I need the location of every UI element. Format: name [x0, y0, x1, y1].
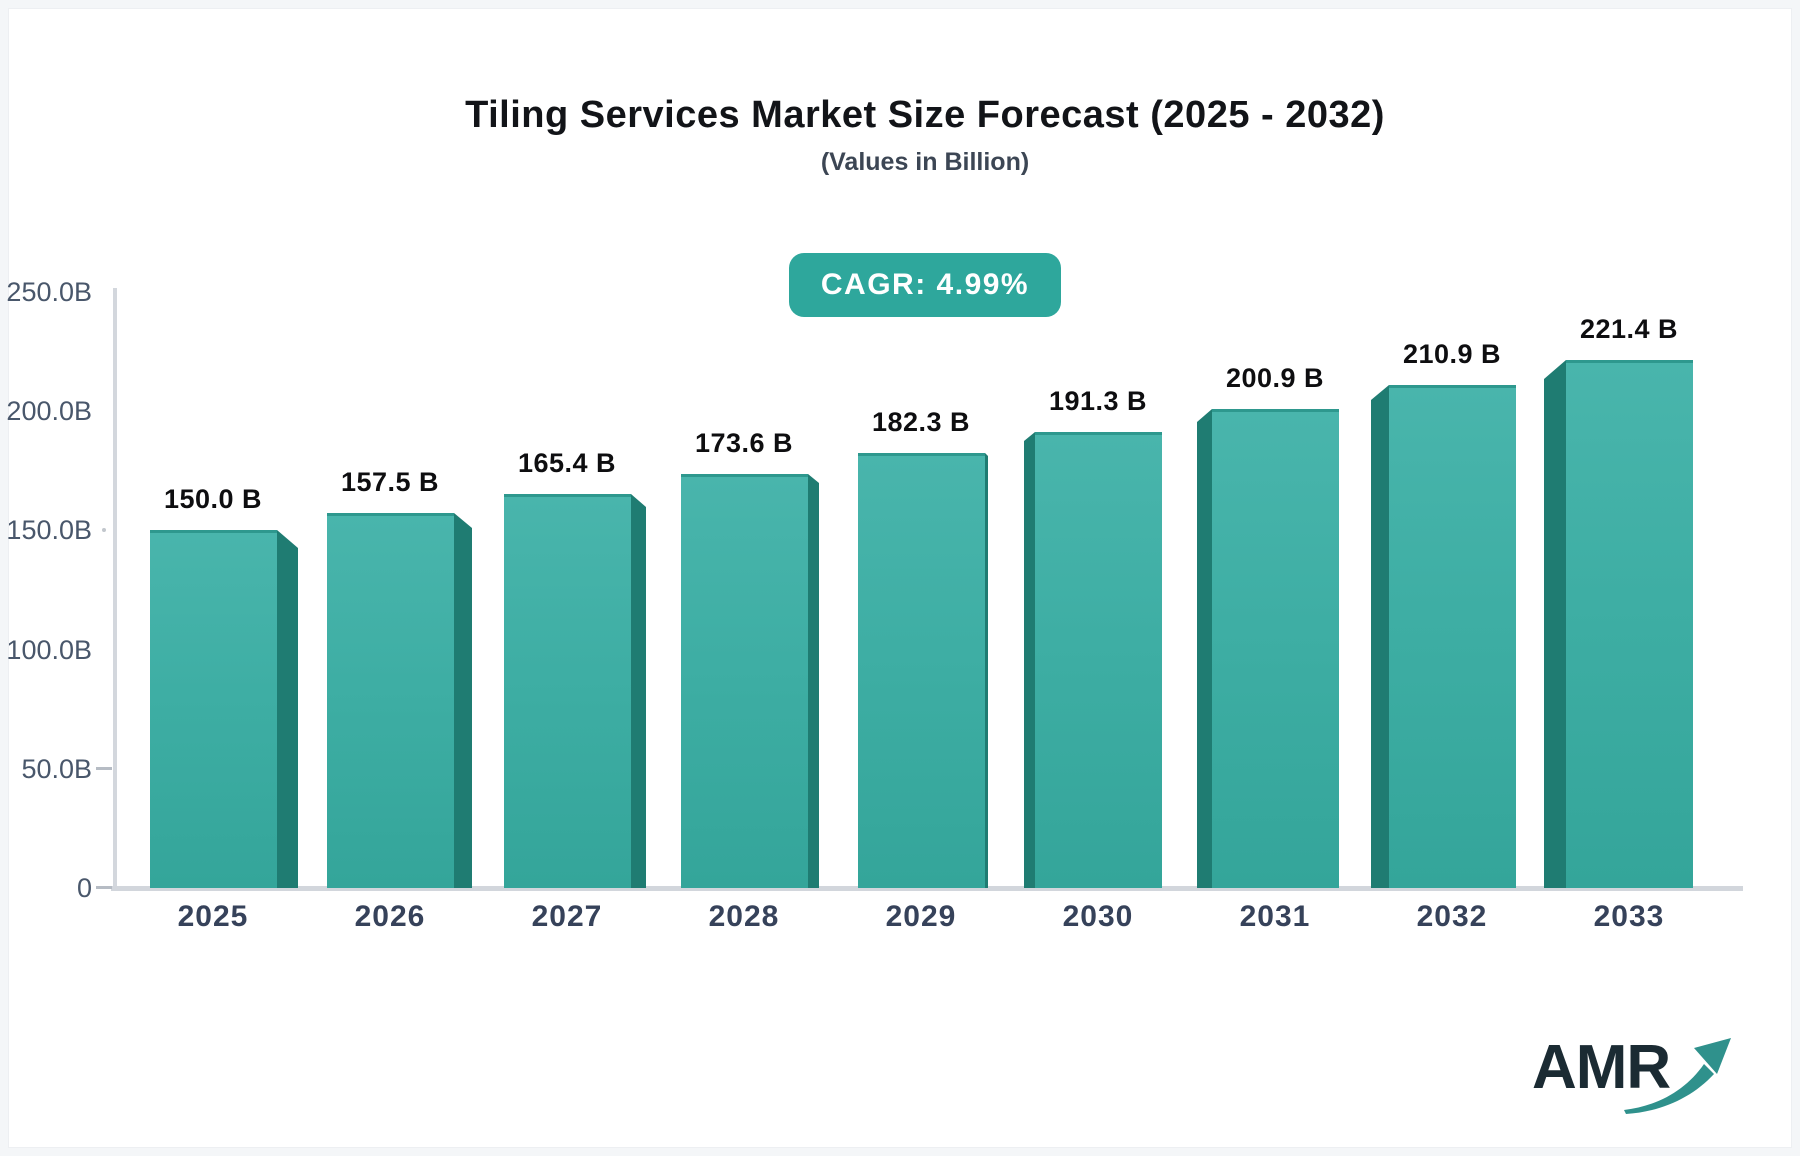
bar-value-label: 200.9 B [1225, 363, 1325, 393]
y-tick-label: 250.0B [6, 277, 92, 307]
bar [327, 513, 454, 888]
bar [681, 474, 808, 888]
bar [1566, 360, 1693, 888]
x-axis-label: 2030 [1062, 900, 1134, 933]
y-tick-label: 0 [76, 873, 92, 903]
y-tick-label: 50.0B [21, 753, 92, 784]
x-axis-label: 2032 [1416, 900, 1488, 933]
amr-logo-arrow-icon [1624, 1038, 1731, 1114]
y-tick-mark [102, 528, 106, 533]
bar [1212, 409, 1339, 888]
bar-3d-side [985, 453, 988, 888]
y-tick-label: 100.0B [6, 634, 92, 665]
bar-3d-side [631, 494, 646, 888]
bar-value-label: 165.4 B [517, 448, 617, 478]
bar-value-label: 210.9 B [1402, 339, 1502, 369]
y-axis-line [113, 288, 117, 889]
bar-value-label: 182.3 B [871, 407, 971, 437]
bar [504, 494, 631, 888]
x-axis-label: 2029 [885, 900, 957, 933]
bar-3d-side [1024, 432, 1035, 888]
bar-3d-side [808, 474, 819, 888]
y-tick-mark [96, 766, 112, 770]
bar-value-label: 173.6 B [694, 428, 794, 458]
bar-3d-side [1371, 385, 1389, 888]
chart-subtitle: (Values in Billion) [820, 148, 1030, 176]
bar-value-label: 150.0 B [163, 484, 263, 514]
x-axis-label: 2025 [177, 900, 249, 933]
bar-value-label: 191.3 B [1048, 386, 1148, 416]
y-tick-label: 200.0B [6, 396, 92, 427]
x-axis-line [111, 886, 1743, 891]
bar [858, 453, 985, 888]
y-tick-mark [96, 886, 112, 889]
y-tick-label: 150.0B [6, 515, 92, 546]
x-axis-label: 2026 [354, 900, 426, 933]
bar-3d-side [1197, 409, 1212, 888]
chart-title: Tiling Services Market Size Forecast (20… [465, 94, 1385, 136]
bar-value-label: 157.5 B [340, 467, 440, 497]
cagr-badge-row: CAGR: 4.99% [50, 253, 1800, 317]
bar-3d-side [1544, 360, 1566, 888]
cagr-badge: CAGR: 4.99% [788, 253, 1062, 317]
bar [1389, 385, 1516, 888]
x-axis-label: 2027 [531, 900, 603, 933]
amr-logo-text: AMR [1532, 1033, 1671, 1102]
amr-logo: AMR [1532, 1032, 1762, 1122]
x-axis-label: 2033 [1593, 900, 1665, 933]
bar [1035, 432, 1162, 888]
bar-3d-side [454, 513, 472, 888]
bar-3d-side [277, 530, 298, 888]
x-axis-label: 2028 [708, 900, 780, 933]
bar-value-label: 221.4 B [1579, 314, 1679, 344]
bar [150, 530, 277, 888]
x-axis-label: 2031 [1239, 900, 1311, 933]
